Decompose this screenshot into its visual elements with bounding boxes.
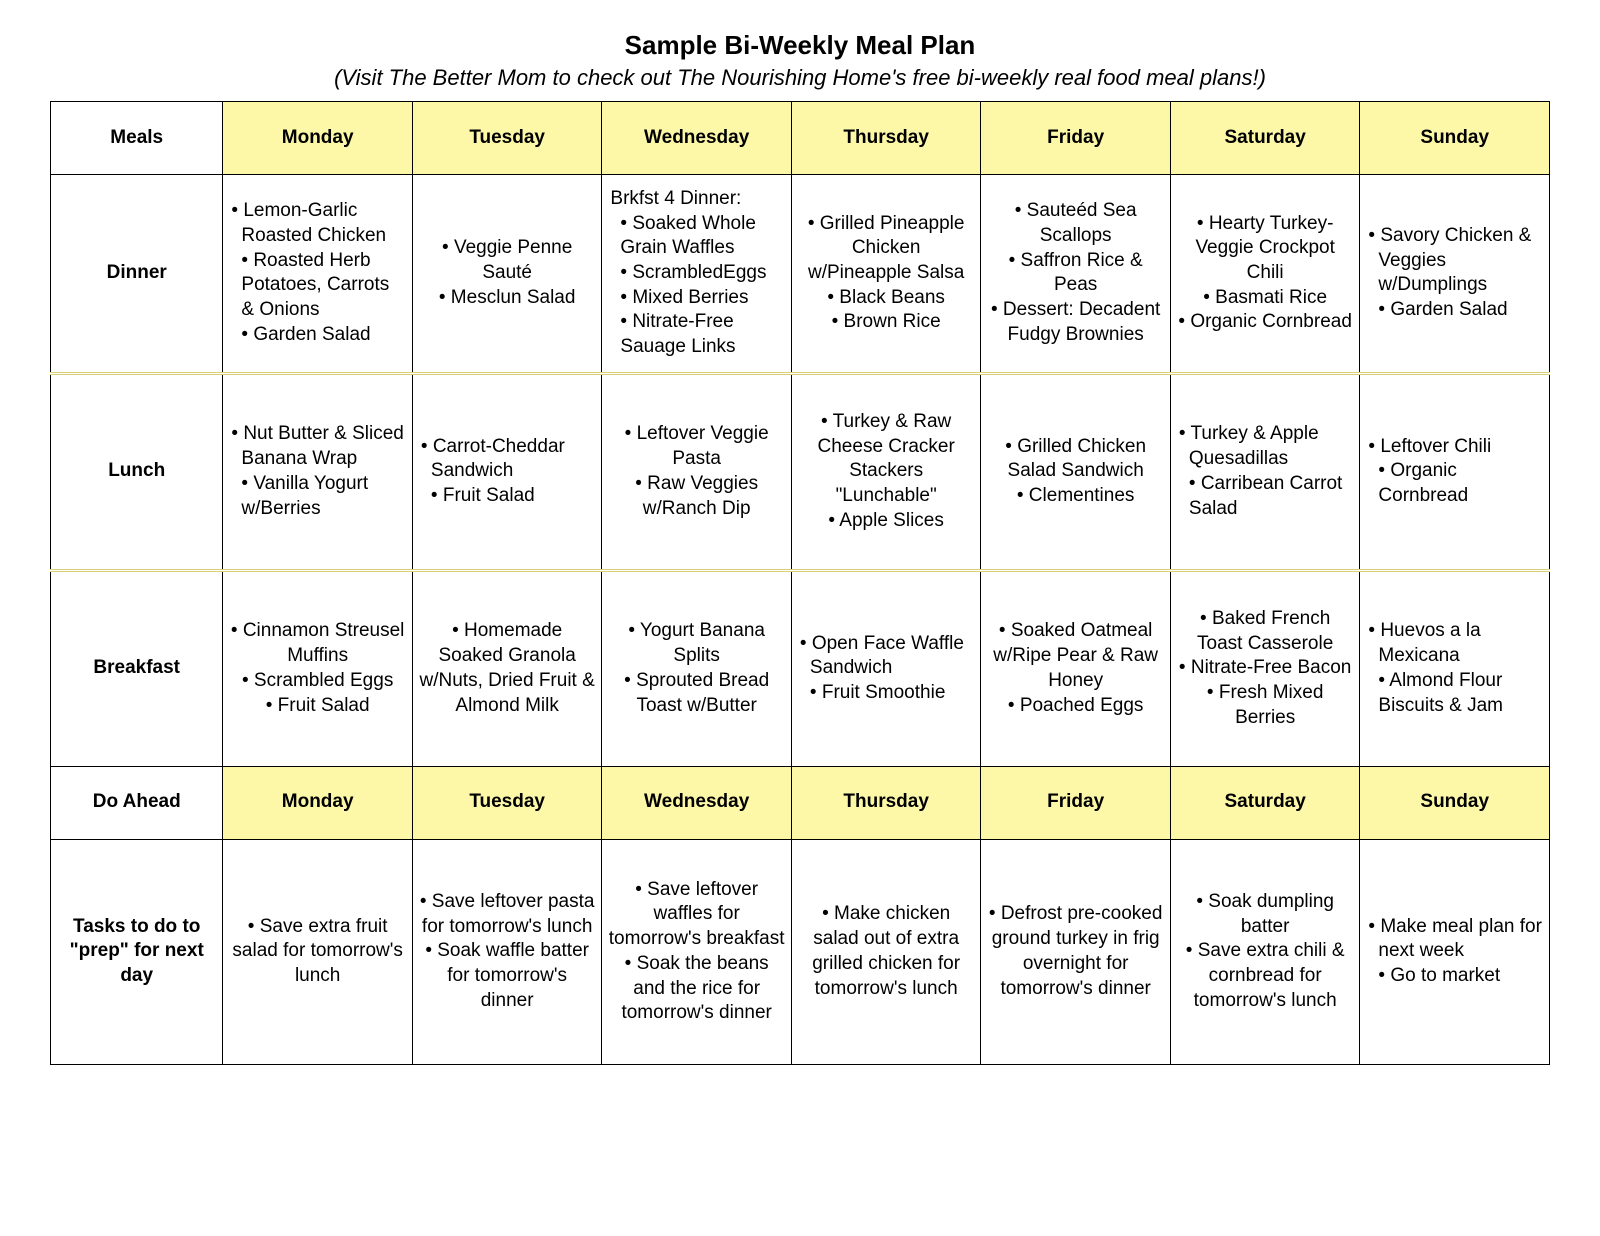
row-label-prep: Tasks to do to "prep" for next day [51,839,223,1064]
header-row-meals: Meals Monday Tuesday Wednesday Thursday … [51,102,1550,175]
row-dinner: Dinner • Lemon-Garlic Roasted Chicken• R… [51,175,1550,374]
header-day-mon: Monday [223,102,413,175]
header-do-ahead-label: Do Ahead [51,766,223,839]
page-subtitle: (Visit The Better Mom to check out The N… [50,65,1550,91]
prep-mon: • Save extra fruit salad for tomorrow's … [223,839,413,1064]
header2-day-mon: Monday [223,766,413,839]
lunch-wed: • Leftover Veggie Pasta• Raw Veggies w/R… [602,373,792,570]
header2-day-sat: Saturday [1170,766,1360,839]
dinner-thu: • Grilled Pineapple Chicken w/Pineapple … [791,175,981,374]
lunch-mon: • Nut Butter & Sliced Banana Wrap• Vanil… [223,373,413,570]
lunch-sun: • Leftover Chili• Organic Cornbread [1360,373,1550,570]
meal-plan-table: Meals Monday Tuesday Wednesday Thursday … [50,101,1550,1065]
header2-day-sun: Sunday [1360,766,1550,839]
breakfast-tue: • Homemade Soaked Granola w/Nuts, Dried … [412,570,602,766]
breakfast-sat: • Baked French Toast Casserole• Nitrate-… [1170,570,1360,766]
row-label-lunch: Lunch [51,373,223,570]
dinner-mon: • Lemon-Garlic Roasted Chicken• Roasted … [223,175,413,374]
header2-day-thu: Thursday [791,766,981,839]
lunch-sat: • Turkey & Apple Quesadillas• Carribean … [1170,373,1360,570]
header2-day-fri: Friday [981,766,1171,839]
row-lunch: Lunch • Nut Butter & Sliced Banana Wrap•… [51,373,1550,570]
lunch-tue: • Carrot-Cheddar Sandwich• Fruit Salad [412,373,602,570]
breakfast-wed: • Yogurt Banana Splits• Sprouted Bread T… [602,570,792,766]
header-day-sun: Sunday [1360,102,1550,175]
dinner-wed: Brkfst 4 Dinner:• Soaked Whole Grain Waf… [602,175,792,374]
header2-day-wed: Wednesday [602,766,792,839]
row-label-dinner: Dinner [51,175,223,374]
prep-sun: • Make meal plan for next week• Go to ma… [1360,839,1550,1064]
header-day-fri: Friday [981,102,1171,175]
breakfast-sun: • Huevos a la Mexicana• Almond Flour Bis… [1360,570,1550,766]
header-day-tue: Tuesday [412,102,602,175]
breakfast-thu: • Open Face Waffle Sandwich• Fruit Smoot… [791,570,981,766]
row-breakfast: Breakfast • Cinnamon Streusel Muffins• S… [51,570,1550,766]
breakfast-fri: • Soaked Oatmeal w/Ripe Pear & Raw Honey… [981,570,1171,766]
header-day-sat: Saturday [1170,102,1360,175]
dinner-tue: • Veggie Penne Sauté• Mesclun Salad [412,175,602,374]
row-prep: Tasks to do to "prep" for next day • Sav… [51,839,1550,1064]
header2-day-tue: Tuesday [412,766,602,839]
prep-thu: • Make chicken salad out of extra grille… [791,839,981,1064]
dinner-fri: • Sauteéd Sea Scallops• Saffron Rice & P… [981,175,1171,374]
prep-wed: • Save leftover waffles for tomorrow's b… [602,839,792,1064]
header-meals-label: Meals [51,102,223,175]
page-title: Sample Bi-Weekly Meal Plan [50,30,1550,61]
prep-fri: • Defrost pre-cooked ground turkey in fr… [981,839,1171,1064]
lunch-thu: • Turkey & Raw Cheese Cracker Stackers "… [791,373,981,570]
prep-sat: • Soak dumpling batter• Save extra chili… [1170,839,1360,1064]
lunch-fri: • Grilled Chicken Salad Sandwich• Clemen… [981,373,1171,570]
row-label-breakfast: Breakfast [51,570,223,766]
breakfast-mon: • Cinnamon Streusel Muffins• Scrambled E… [223,570,413,766]
page: Sample Bi-Weekly Meal Plan (Visit The Be… [0,0,1600,1095]
header-row-do-ahead: Do Ahead Monday Tuesday Wednesday Thursd… [51,766,1550,839]
dinner-sat: • Hearty Turkey-Veggie Crockpot Chili• B… [1170,175,1360,374]
prep-tue: • Save leftover pasta for tomorrow's lun… [412,839,602,1064]
header-day-wed: Wednesday [602,102,792,175]
header-day-thu: Thursday [791,102,981,175]
dinner-sun: • Savory Chicken & Veggies w/Dumplings• … [1360,175,1550,374]
